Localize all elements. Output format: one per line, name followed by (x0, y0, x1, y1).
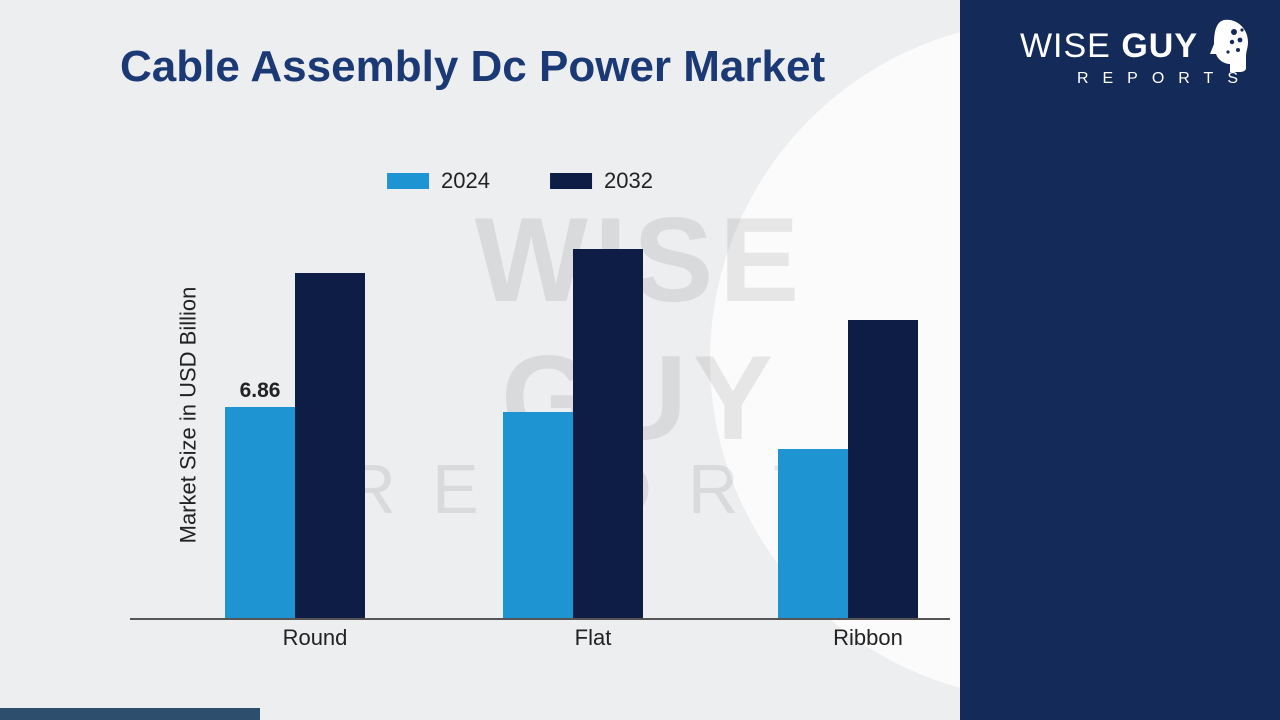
bar-value-label: 6.86 (225, 379, 295, 403)
bar (848, 320, 918, 618)
bar (503, 412, 573, 618)
brand-logo: WISE GUY REPORTS (1020, 18, 1252, 88)
legend-swatch-2024 (387, 173, 429, 189)
right-band (960, 0, 1280, 720)
legend: 2024 2032 (387, 168, 653, 194)
stage: WISE GUY REPORTS Cable Assembly Dc Power… (0, 0, 1280, 720)
legend-label-2032: 2032 (604, 168, 653, 194)
bar (778, 449, 848, 618)
legend-item-2032: 2032 (550, 168, 653, 194)
plot-area: 6.86 (130, 220, 950, 620)
bar (573, 249, 643, 618)
category-label: Ribbon (778, 625, 958, 651)
chart-area: Market Size in USD Billion 2024 2032 6.8… (70, 160, 970, 670)
legend-item-2024: 2024 (387, 168, 490, 194)
brand-line1: WISE GUY (1020, 27, 1198, 66)
bar (295, 273, 365, 618)
category-label: Flat (503, 625, 683, 651)
legend-label-2024: 2024 (441, 168, 490, 194)
bottom-accent-strip (0, 708, 260, 720)
bar: 6.86 (225, 407, 295, 618)
brand-head-icon (1204, 18, 1252, 74)
legend-swatch-2032 (550, 173, 592, 189)
category-label: Round (225, 625, 405, 651)
chart-title: Cable Assembly Dc Power Market (120, 42, 825, 92)
